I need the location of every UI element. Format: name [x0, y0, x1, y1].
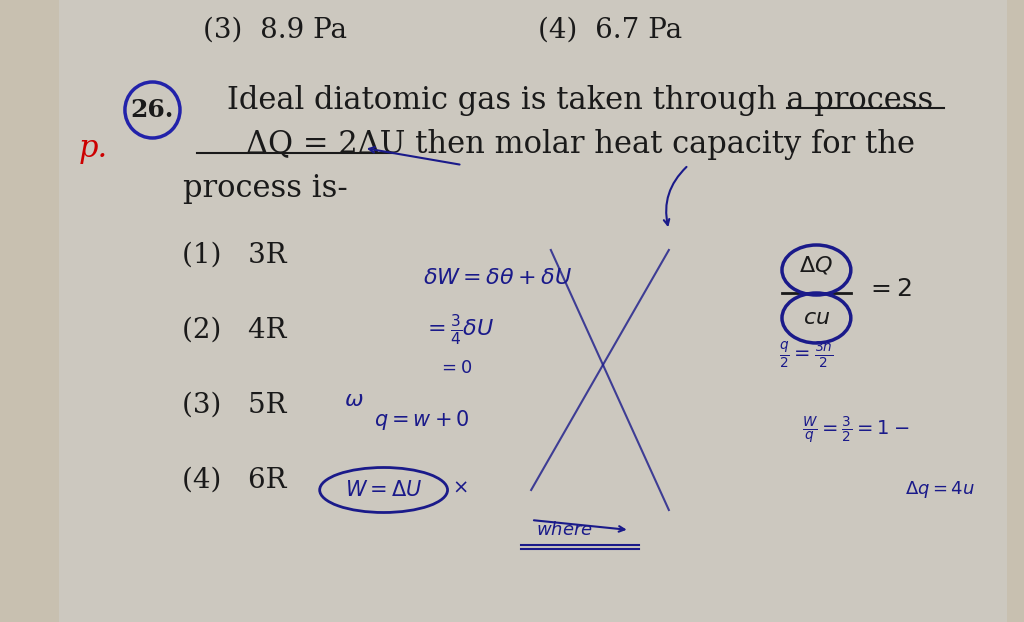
- Text: $\times$: $\times$: [453, 478, 468, 496]
- Text: $W = \Delta U$: $W = \Delta U$: [345, 480, 422, 500]
- Text: process is-: process is-: [183, 172, 348, 203]
- Text: Ideal diatomic gas is taken through a process: Ideal diatomic gas is taken through a pr…: [227, 85, 934, 116]
- Text: $\delta W = \delta\theta + \delta U$: $\delta W = \delta\theta + \delta U$: [423, 268, 571, 288]
- Text: (2)   4R: (2) 4R: [182, 317, 287, 343]
- Text: $q = w + 0$: $q = w + 0$: [374, 408, 469, 432]
- Text: $\mathit{where}$: $\mathit{where}$: [537, 521, 593, 539]
- Text: $= 0$: $= 0$: [437, 359, 472, 377]
- Text: (4)   6R: (4) 6R: [182, 466, 287, 493]
- Text: $cu$: $cu$: [803, 307, 830, 329]
- Text: $\Delta Q$: $\Delta Q$: [800, 254, 834, 276]
- Text: ΔQ = 2ΔU then molar heat capacity for the: ΔQ = 2ΔU then molar heat capacity for th…: [246, 129, 914, 160]
- Text: $\frac{W}{q} = \frac{3}{2} = 1-$: $\frac{W}{q} = \frac{3}{2} = 1-$: [802, 414, 909, 445]
- Text: $\omega$: $\omega$: [344, 390, 364, 410]
- Text: 26.: 26.: [131, 98, 174, 122]
- Text: $= 2$: $= 2$: [865, 279, 911, 302]
- Text: $\Delta q = 4u$: $\Delta q = 4u$: [905, 480, 975, 501]
- Text: (3)   5R: (3) 5R: [182, 391, 287, 419]
- Text: (1)   3R: (1) 3R: [182, 241, 287, 269]
- Text: (3)  8.9 Pa: (3) 8.9 Pa: [204, 17, 347, 44]
- Text: $= \frac{3}{4}\delta U$: $= \frac{3}{4}\delta U$: [423, 312, 495, 348]
- FancyBboxPatch shape: [59, 0, 1008, 622]
- Text: p.: p.: [79, 132, 109, 164]
- Text: $\frac{q}{2} = \frac{3n}{2}$: $\frac{q}{2} = \frac{3n}{2}$: [779, 340, 834, 371]
- Text: (4)  6.7 Pa: (4) 6.7 Pa: [538, 17, 682, 44]
